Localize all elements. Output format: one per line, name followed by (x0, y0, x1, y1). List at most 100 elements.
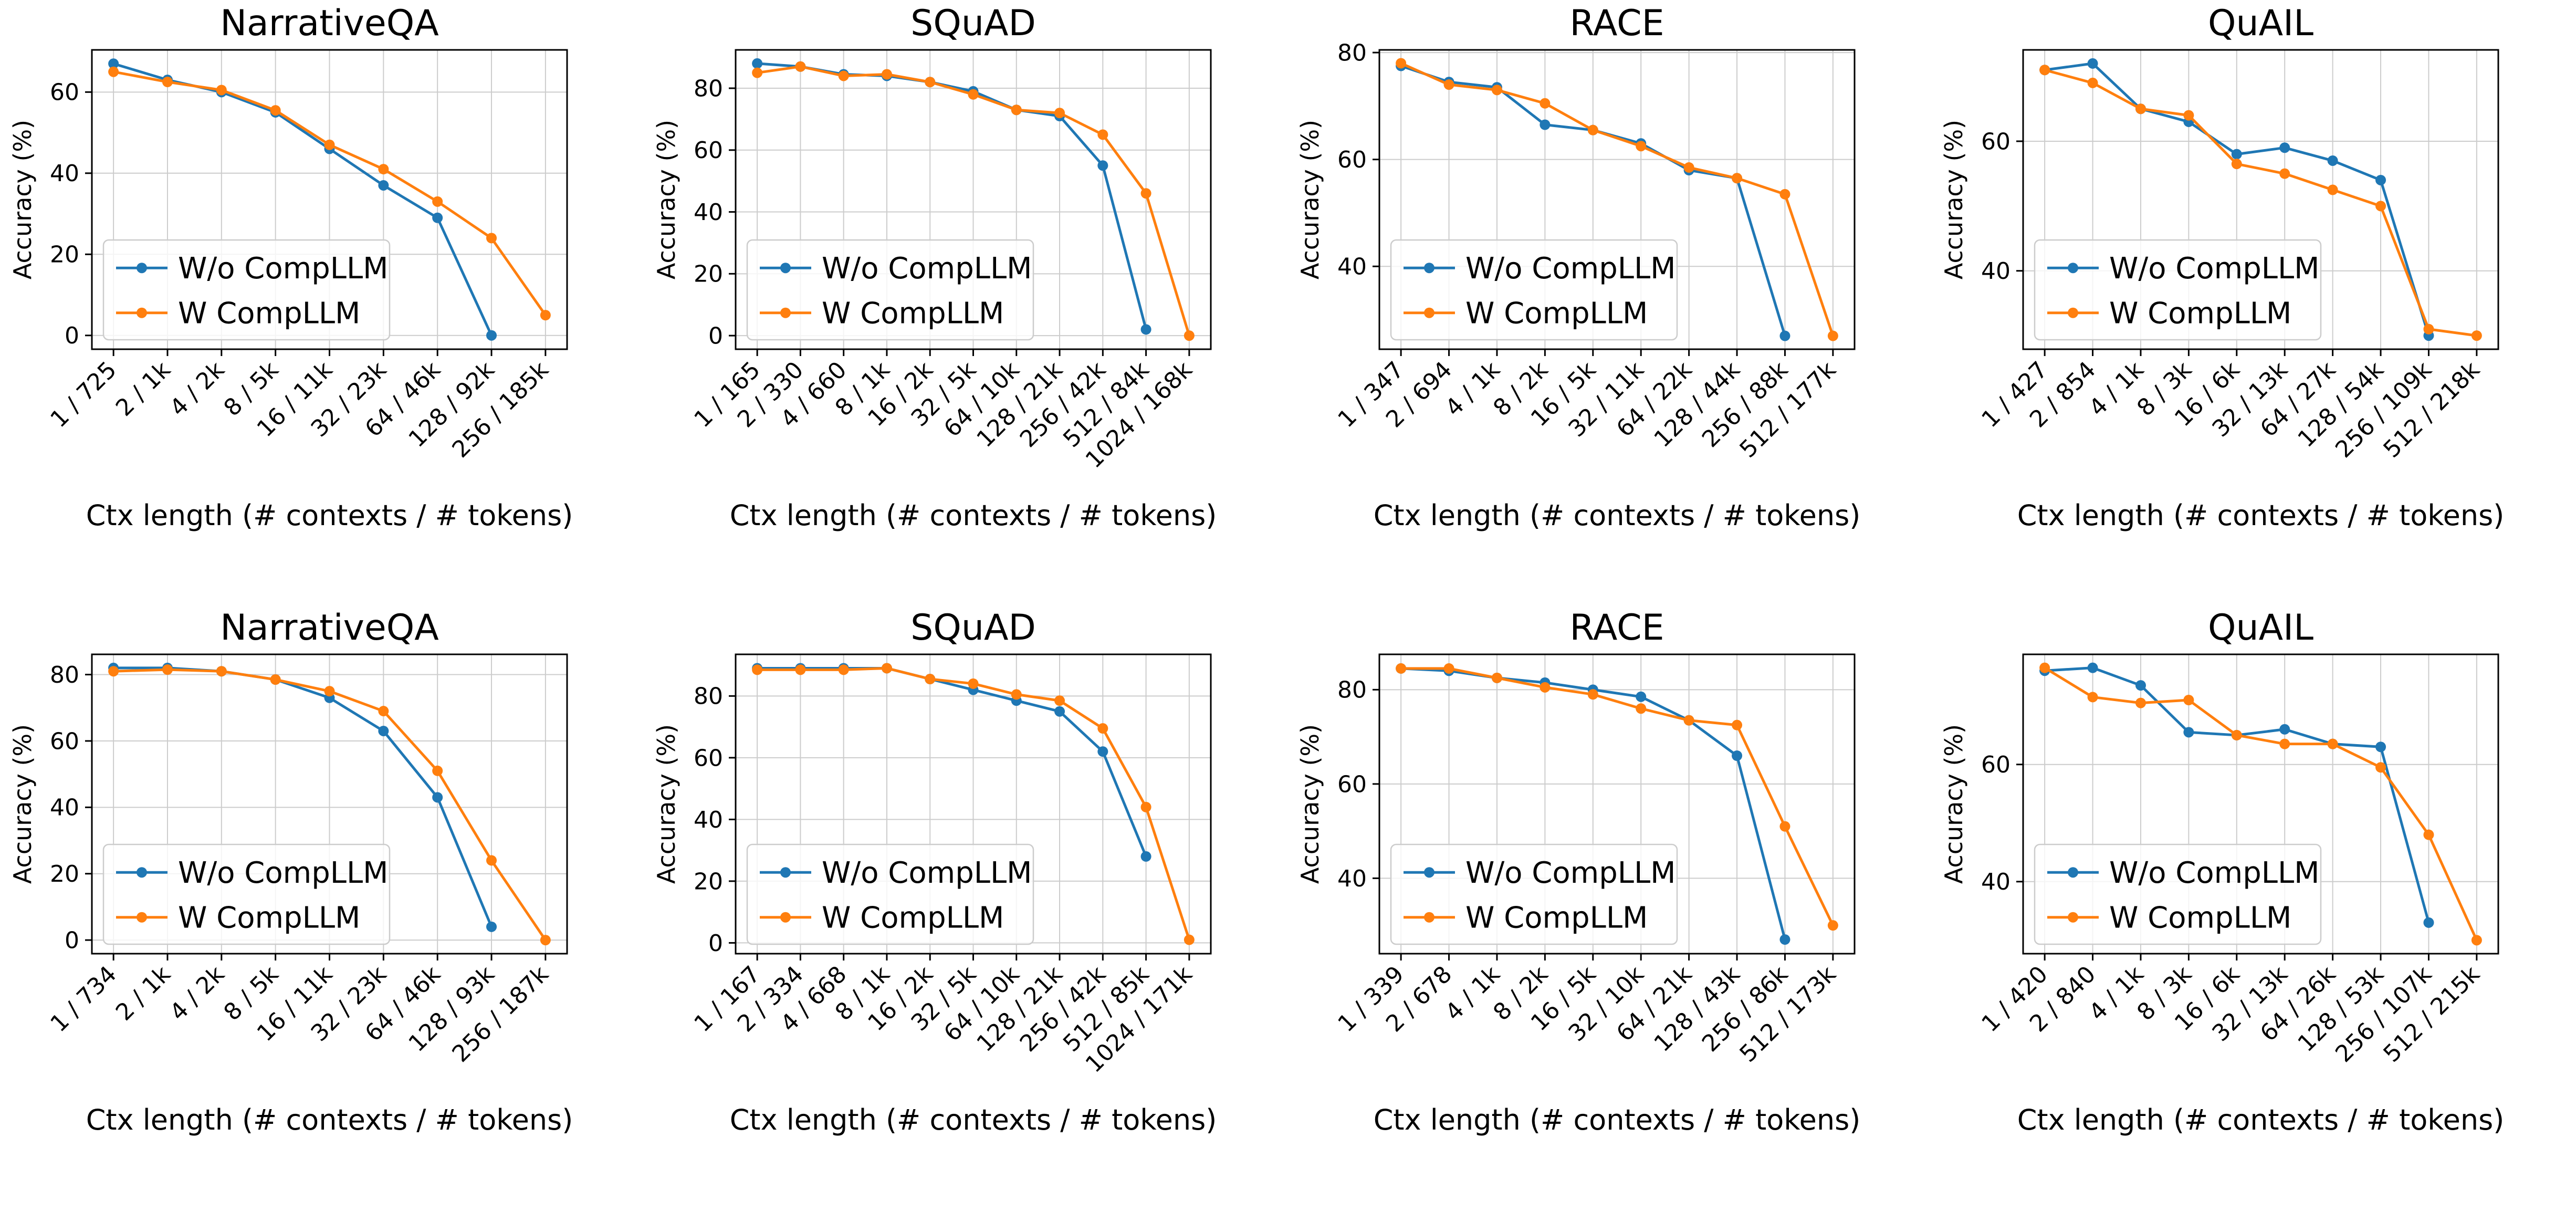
chart-row2-race: 40 60 80 1 / 339 2 / 678 4 / 1k 8 / 2k 16 / 5k 3… (1287, 604, 1931, 1209)
data-point-marker (1636, 141, 1647, 152)
y-axis-label: Accuracy (%) (1940, 120, 1968, 279)
chart-row2-narrativeqa: 0 20 40 60 80 1 / 734 2 / 1k 4 / 2k 8 / 5k 16 / 1… (0, 604, 644, 1209)
data-point-marker (968, 89, 979, 100)
data-point-marker (1097, 129, 1108, 140)
data-point-marker (1184, 934, 1195, 945)
x-tick-label: 4 / 2k (165, 356, 230, 421)
chart-row1-squad: 0 20 40 60 80 1 / 165 2 / 330 4 / 660 8 / 1k 16 /… (644, 0, 1287, 604)
legend-label: W/o CompLLM (822, 856, 1032, 890)
data-point-marker (1827, 920, 1838, 931)
data-point-marker (378, 706, 389, 717)
tick-marks (729, 695, 1190, 961)
y-tick-label: 0 (65, 927, 79, 954)
data-point-marker (2327, 184, 2338, 195)
tick-marks (85, 91, 547, 356)
legend-label: W CompLLM (2109, 296, 2291, 330)
legend-label: W CompLLM (822, 901, 1004, 935)
series-line-without-compllm (757, 666, 1147, 857)
legend-marker-sample (2068, 912, 2078, 923)
y-axis-label: Accuracy (%) (652, 120, 680, 279)
data-point-marker (1054, 108, 1065, 119)
data-point-marker (881, 69, 892, 80)
data-point-marker (1540, 682, 1551, 693)
data-point-marker (1732, 719, 1743, 730)
data-point-marker (795, 664, 806, 675)
x-tick-label: 4 / 1k (2084, 356, 2149, 421)
legend-marker-sample (780, 263, 791, 274)
data-point-marker (2183, 695, 2194, 706)
legend-label: W/o CompLLM (178, 252, 388, 286)
legend-box (1390, 843, 1678, 945)
y-axis-label: Accuracy (%) (652, 724, 680, 884)
y-tick-label: 20 (694, 261, 723, 288)
data-point-marker (752, 664, 763, 675)
chart-title: QuAIL (2208, 3, 2313, 44)
y-tick-label: 40 (50, 795, 79, 821)
data-point-marker (1396, 58, 1407, 69)
series-line-with-compllm (1401, 667, 1835, 926)
data-point-marker (1443, 79, 1454, 90)
chart-title: RACE (1569, 607, 1664, 649)
y-tick-label: 60 (694, 745, 723, 771)
data-point-marker (2135, 103, 2146, 114)
data-point-marker (2183, 727, 2194, 738)
data-point-marker (2231, 159, 2242, 170)
tick-marks (85, 674, 547, 961)
series-line-without-compllm (113, 666, 493, 927)
y-tick-label: 60 (1337, 147, 1367, 173)
data-point-marker (540, 310, 551, 321)
data-point-marker (1491, 672, 1502, 683)
chart-title: NarrativeQA (220, 3, 439, 44)
tick-marks (729, 87, 1190, 356)
tick-marks (1373, 688, 1834, 961)
data-point-marker (2039, 662, 2050, 673)
data-point-marker (270, 105, 281, 116)
legend: W/o CompLLM W CompLLM (1390, 239, 1678, 341)
x-axis-label: Ctx length (# contexts / # tokens) (86, 1103, 573, 1136)
data-point-marker (1540, 98, 1551, 109)
y-tick-label: 60 (1981, 128, 2010, 155)
legend-label: W/o CompLLM (2109, 856, 2319, 890)
legend-label: W/o CompLLM (2109, 252, 2319, 286)
data-point-marker (2375, 201, 2386, 212)
y-tick-label: 80 (50, 662, 79, 688)
legend-box (102, 843, 391, 945)
y-tick-label: 80 (694, 75, 723, 102)
x-axis-label: Ctx length (# contexts / # tokens) (2017, 1103, 2505, 1136)
y-tick-label: 80 (1337, 677, 1367, 704)
legend-label: W CompLLM (178, 901, 360, 935)
legend-label: W/o CompLLM (822, 252, 1032, 286)
legend-label: W/o CompLLM (178, 856, 388, 890)
legend-marker-sample (1424, 867, 1434, 878)
legend-box (2034, 239, 2322, 341)
data-point-marker (752, 67, 763, 78)
data-point-marker (108, 666, 119, 677)
legend-marker-sample (780, 912, 791, 923)
data-point-marker (1097, 160, 1108, 171)
y-tick-label: 80 (1337, 39, 1367, 66)
x-tick-label: 2 / 1k (111, 356, 176, 421)
data-point-marker (2423, 829, 2434, 840)
legend-box (2034, 843, 2322, 945)
data-point-marker (1140, 324, 1151, 335)
chart-title: SQuAD (910, 607, 1036, 649)
chart-row2-quail: 40 60 1 / 420 2 / 840 4 / 1k 8 / 3k 16 / 6k 32 … (1931, 604, 2575, 1209)
data-point-marker (1779, 330, 1790, 341)
chart-row2-squad: 0 20 40 60 80 1 / 167 2 / 334 4 / 668 8 / 1k 16 /… (644, 604, 1287, 1209)
data-point-marker (162, 77, 173, 88)
data-point-marker (752, 58, 763, 69)
x-tick-label: 2 / 1k (111, 961, 176, 1026)
y-tick-label: 20 (50, 242, 79, 268)
legend: W/o CompLLM W CompLLM (746, 239, 1034, 341)
legend-label: W CompLLM (1465, 901, 1648, 935)
data-point-marker (1011, 689, 1022, 700)
legend: W/o CompLLM W CompLLM (102, 239, 391, 341)
legend: W/o CompLLM W CompLLM (2034, 239, 2322, 341)
y-tick-label: 0 (708, 322, 723, 349)
legend-marker-sample (780, 867, 791, 878)
legend-marker-sample (137, 867, 147, 878)
data-point-marker (2087, 58, 2098, 69)
